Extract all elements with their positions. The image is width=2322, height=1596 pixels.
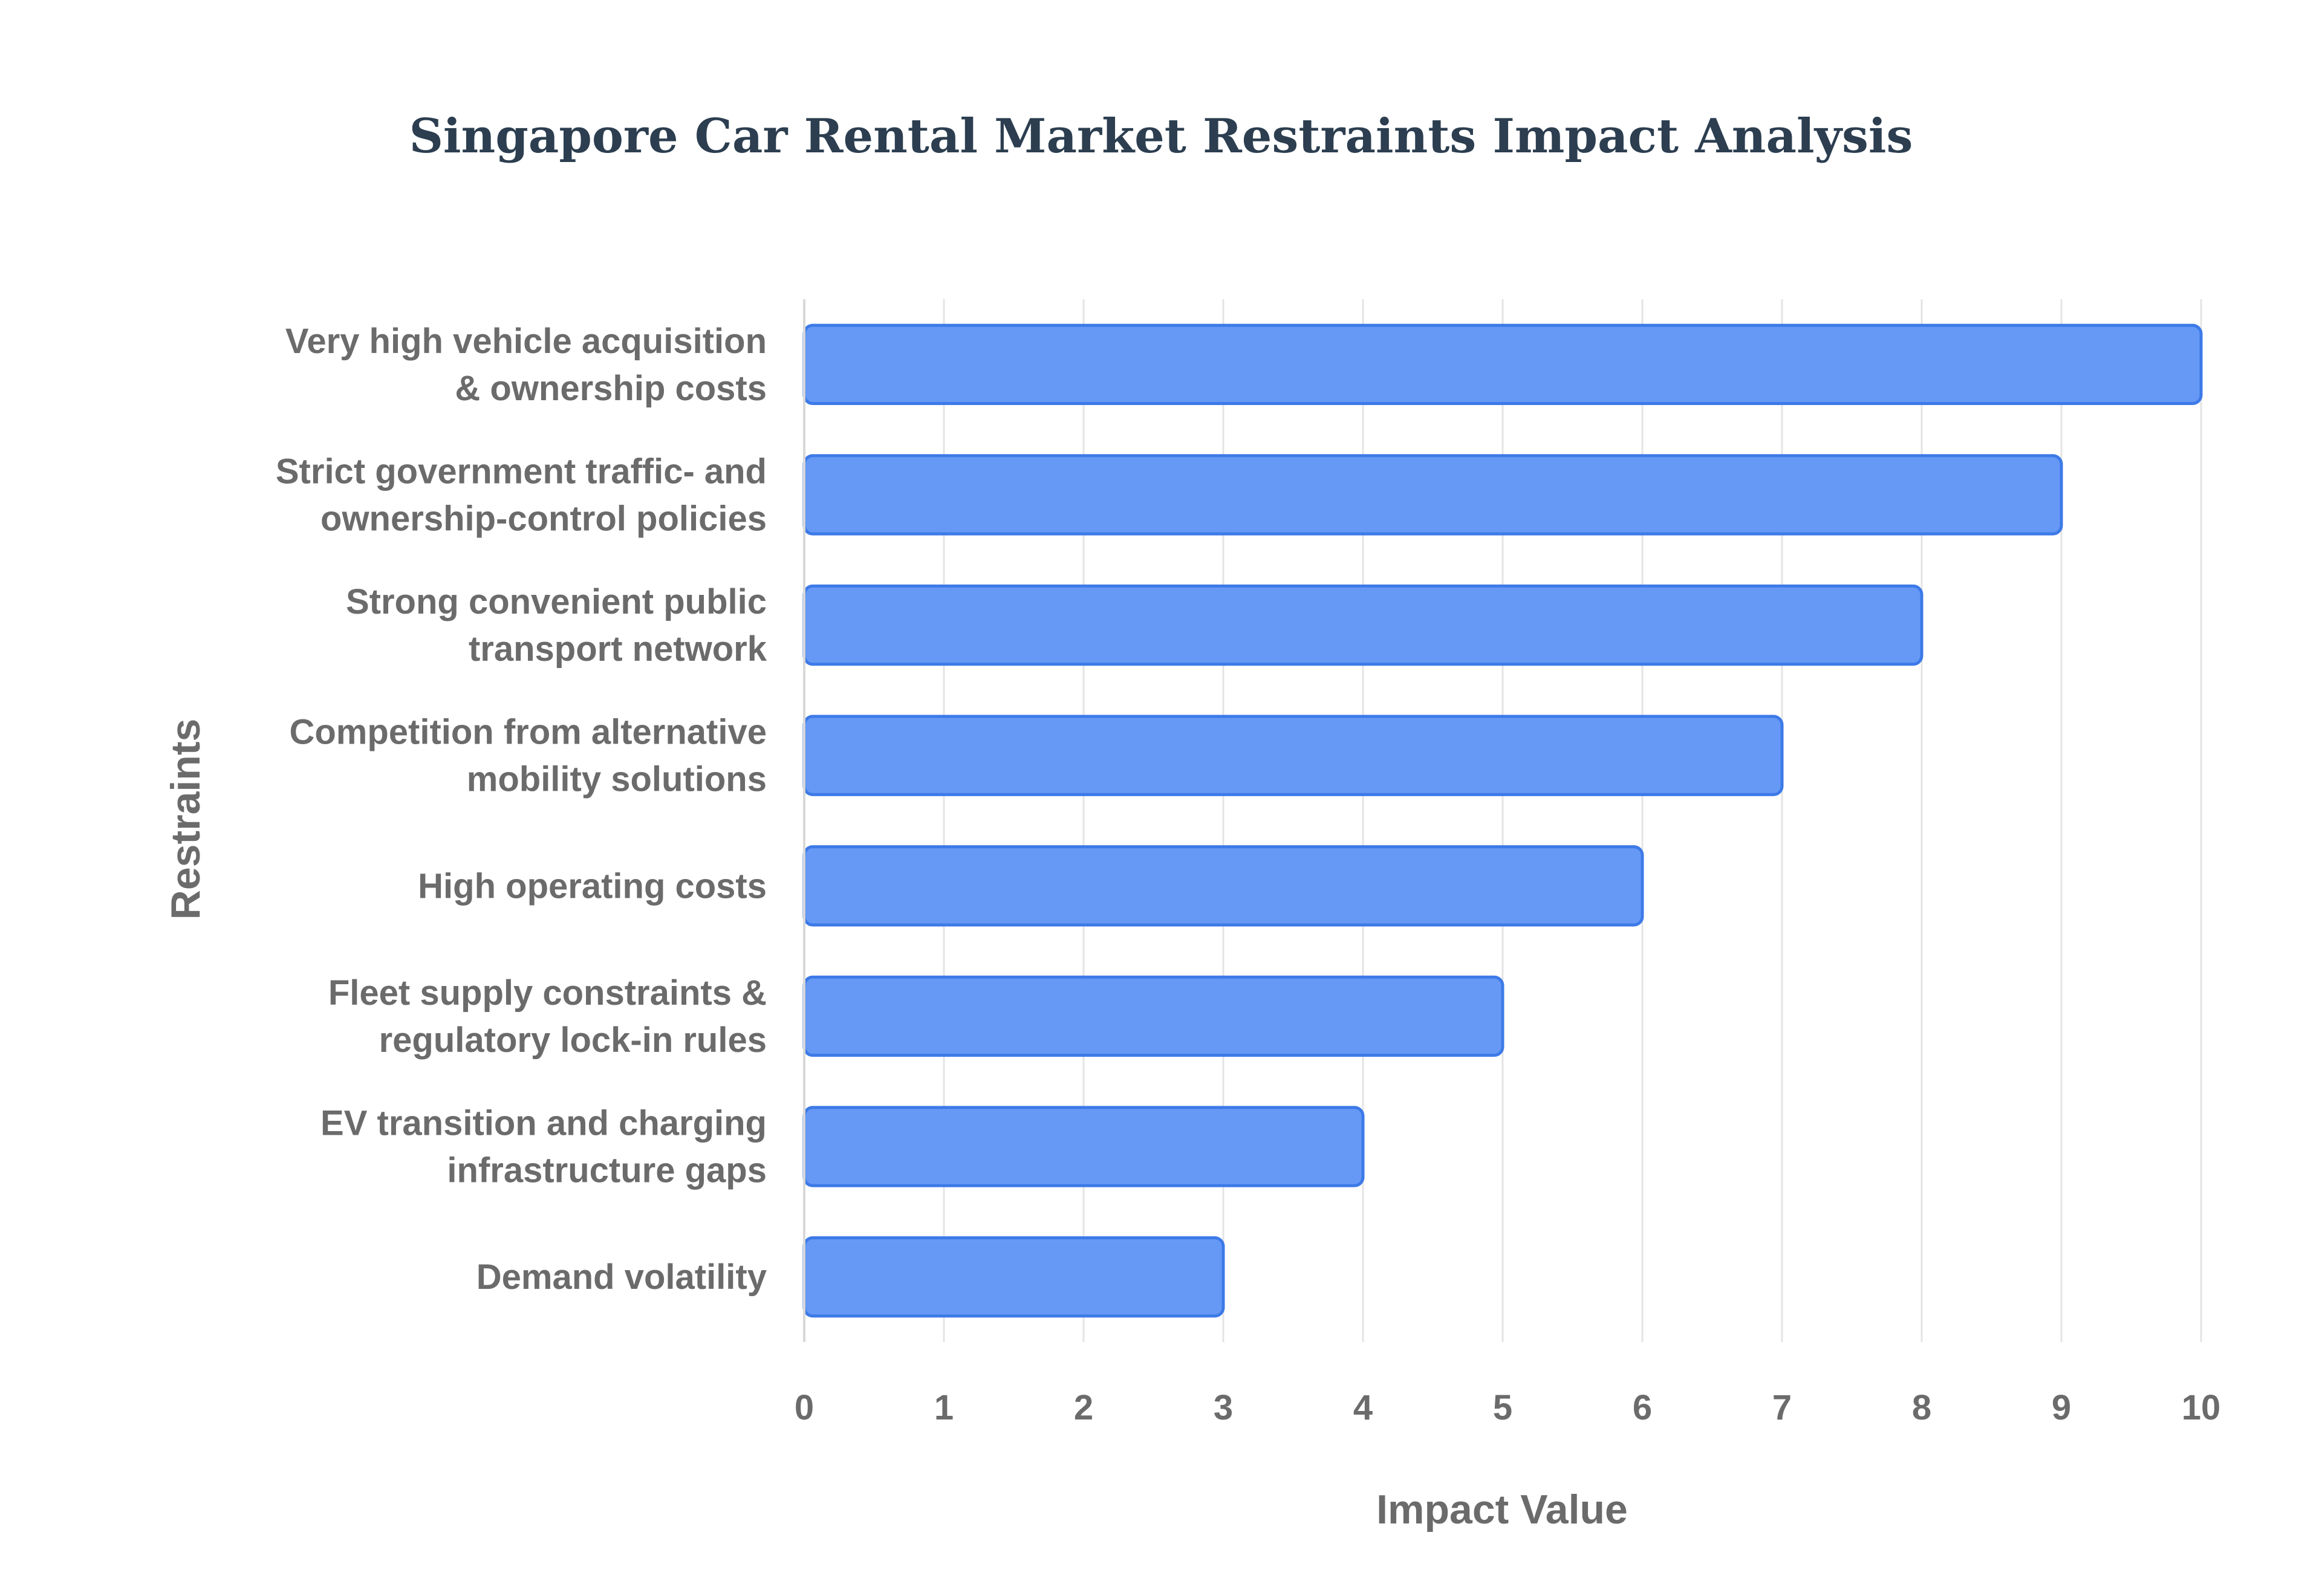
x-tick-label: 9 bbox=[2052, 1388, 2071, 1427]
category-label: Very high vehicle acquisition & ownership… bbox=[285, 322, 767, 408]
category-label: Strict government traffic- and ownership-… bbox=[276, 452, 767, 538]
category-label: Fleet supply constraints & regulatory loc… bbox=[328, 973, 767, 1060]
x-tick-label: 3 bbox=[1214, 1388, 1233, 1427]
x-tick-label: 8 bbox=[1912, 1388, 1931, 1427]
x-tick-labels: 0 1 2 3 4 5 6 7 8 9 10 bbox=[795, 1388, 2220, 1427]
category-label: EV transition and charging infrastructure… bbox=[320, 1104, 767, 1190]
category-label: Strong convenient public transport networ… bbox=[346, 582, 767, 669]
bar bbox=[802, 1106, 1365, 1187]
bar bbox=[802, 845, 1644, 927]
bar bbox=[802, 715, 1784, 796]
x-tick-label: 5 bbox=[1493, 1388, 1512, 1427]
bar bbox=[802, 323, 2203, 405]
chart-title: Singapore Car Rental Market Restraints I… bbox=[409, 109, 1913, 164]
x-tick-label: 6 bbox=[1633, 1388, 1652, 1427]
category-label: Competition from alternative mobility sol… bbox=[289, 713, 767, 799]
bar bbox=[802, 584, 1924, 666]
y-axis-title: Restraints bbox=[163, 719, 209, 920]
x-axis-title: Impact Value bbox=[1376, 1487, 1628, 1533]
x-tick-label: 4 bbox=[1353, 1388, 1373, 1427]
bar bbox=[802, 975, 1504, 1057]
bar bbox=[802, 454, 2063, 536]
category-label: High operating costs bbox=[418, 866, 767, 906]
category-label: Demand volatility bbox=[476, 1257, 767, 1297]
bars bbox=[802, 323, 2203, 1318]
x-tick-label: 0 bbox=[795, 1388, 814, 1427]
x-tick-label: 2 bbox=[1074, 1388, 1093, 1427]
x-tick-label: 10 bbox=[2182, 1388, 2221, 1427]
x-tick-label: 7 bbox=[1772, 1388, 1792, 1427]
category-labels: Very high vehicle acquisition & ownership… bbox=[276, 322, 767, 1297]
bar bbox=[802, 1236, 1225, 1318]
x-tick-label: 1 bbox=[934, 1388, 954, 1427]
